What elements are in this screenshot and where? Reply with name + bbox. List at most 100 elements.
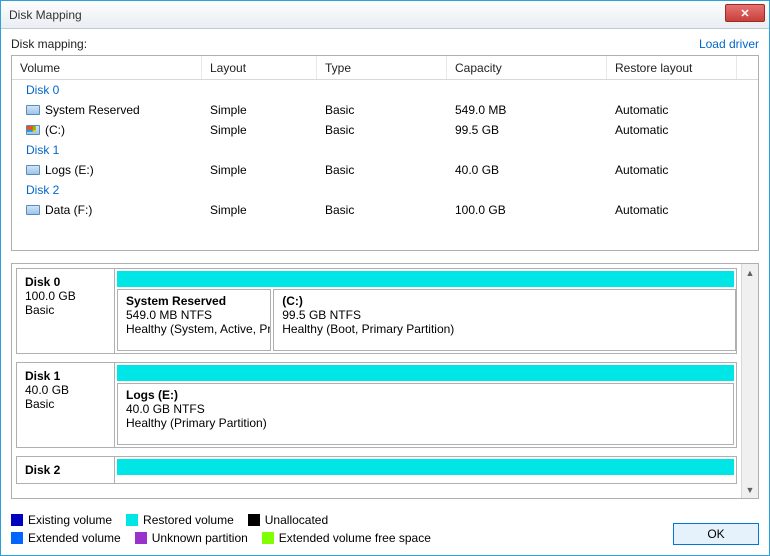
disk-group[interactable]: Disk 1 [12, 140, 758, 160]
layout-cell: Simple [202, 163, 317, 177]
disk-map-panel: Disk 0100.0 GBBasicSystem Reserved549.0 … [11, 263, 759, 499]
column-header[interactable]: Type [317, 56, 447, 79]
footer: Existing volume Restored volume Unallocate… [11, 505, 759, 545]
table-row[interactable]: Logs (E:) SimpleBasic40.0 GBAutomatic [12, 160, 758, 180]
partition-status: Healthy (System, Active, Primary Partiti… [126, 322, 262, 336]
type-cell: Basic [317, 103, 447, 117]
column-header[interactable]: Restore layout [607, 56, 737, 79]
legend-item: Extended volume free space [262, 531, 431, 545]
disk-name: Disk 0 [25, 275, 106, 289]
disk-info[interactable]: Disk 140.0 GBBasic [17, 363, 115, 447]
capacity-cell: 549.0 MB [447, 103, 607, 117]
capacity-cell: 40.0 GB [447, 163, 607, 177]
load-driver-link[interactable]: Load driver [699, 37, 759, 51]
volume-icon [26, 125, 40, 135]
legend-item: Restored volume [126, 513, 234, 527]
type-cell: Basic [317, 163, 447, 177]
legend-swatch [248, 514, 260, 526]
legend-label: Existing volume [28, 513, 112, 527]
disk-group[interactable]: Disk 0 [12, 80, 758, 100]
volume-table: VolumeLayoutTypeCapacityRestore layout D… [11, 55, 759, 251]
disk-group[interactable]: Disk 2 [12, 180, 758, 200]
table-row[interactable]: Data (F:) SimpleBasic100.0 GBAutomatic [12, 200, 758, 220]
header-row: Disk mapping: Load driver [11, 37, 759, 51]
legend: Existing volume Restored volume Unallocate… [11, 513, 441, 545]
volume-name: System Reserved [45, 103, 140, 117]
legend-swatch [135, 532, 147, 544]
legend-item: Extended volume [11, 531, 121, 545]
legend-label: Extended volume free space [279, 531, 431, 545]
disk-map: Disk 0100.0 GBBasicSystem Reserved549.0 … [12, 264, 741, 498]
layout-cell: Simple [202, 103, 317, 117]
volume-icon [26, 165, 40, 175]
column-header[interactable]: Volume [12, 56, 202, 79]
column-header[interactable]: Layout [202, 56, 317, 79]
partition-status: Healthy (Primary Partition) [126, 416, 725, 430]
partition-name: Logs (E:) [126, 388, 725, 402]
type-cell: Basic [317, 123, 447, 137]
volume-name: Logs (E:) [45, 163, 94, 177]
window-title: Disk Mapping [9, 8, 82, 22]
restore-cell: Automatic [607, 103, 737, 117]
disk-type: Basic [25, 397, 106, 411]
disk-stripe [117, 365, 734, 381]
type-cell: Basic [317, 203, 447, 217]
legend-item: Unallocated [248, 513, 328, 527]
table-row[interactable]: (C:) SimpleBasic99.5 GBAutomatic [12, 120, 758, 140]
disk-info[interactable]: Disk 2 [17, 457, 115, 483]
layout-cell: Simple [202, 203, 317, 217]
legend-swatch [11, 514, 23, 526]
volume-icon [26, 105, 40, 115]
partition[interactable]: System Reserved549.0 MB NTFSHealthy (Sys… [117, 289, 271, 351]
ok-button[interactable]: OK [673, 523, 759, 545]
table-body: Disk 0System ReservedSimpleBasic549.0 MB… [12, 80, 758, 220]
legend-swatch [11, 532, 23, 544]
disk-size: 40.0 GB [25, 383, 106, 397]
disk-type: Basic [25, 303, 106, 317]
partition-size: 99.5 GB NTFS [282, 308, 727, 322]
close-button[interactable]: ✕ [725, 4, 765, 22]
volume-name: Data (F:) [45, 203, 92, 217]
chevron-down-icon: ▼ [746, 485, 755, 495]
legend-item: Unknown partition [135, 531, 248, 545]
partition-name: (C:) [282, 294, 727, 308]
capacity-cell: 99.5 GB [447, 123, 607, 137]
scroll-down-button[interactable]: ▼ [742, 481, 758, 498]
column-header[interactable]: Capacity [447, 56, 607, 79]
table-header: VolumeLayoutTypeCapacityRestore layout [12, 56, 758, 80]
partition[interactable]: (C:)99.5 GB NTFSHealthy (Boot, Primary P… [273, 289, 736, 351]
restore-cell: Automatic [607, 163, 737, 177]
disk-info[interactable]: Disk 0100.0 GBBasic [17, 269, 115, 353]
table-row[interactable]: System Reserved SimpleBasic549.0 MBAutoma… [12, 100, 758, 120]
volume-icon [26, 205, 40, 215]
disk-stripe [117, 459, 734, 475]
legend-label: Unallocated [265, 513, 328, 527]
disk-block: Disk 140.0 GBBasicLogs (E:)40.0 GB NTFSH… [16, 362, 737, 448]
client-area: Disk mapping: Load driver VolumeLayoutTy… [1, 29, 769, 555]
restore-cell: Automatic [607, 123, 737, 137]
legend-item: Existing volume [11, 513, 112, 527]
partition-size: 549.0 MB NTFS [126, 308, 262, 322]
legend-label: Extended volume [28, 531, 121, 545]
close-icon: ✕ [740, 7, 749, 20]
disk-size: 100.0 GB [25, 289, 106, 303]
disk-mapping-label: Disk mapping: [11, 37, 87, 51]
legend-label: Unknown partition [152, 531, 248, 545]
disk-stripe [117, 271, 734, 287]
legend-swatch [262, 532, 274, 544]
legend-label: Restored volume [143, 513, 234, 527]
scrollbar[interactable]: ▲ ▼ [741, 264, 758, 498]
layout-cell: Simple [202, 123, 317, 137]
titlebar: Disk Mapping ✕ [1, 1, 769, 29]
partition[interactable]: Logs (E:)40.0 GB NTFSHealthy (Primary Pa… [117, 383, 734, 445]
partition-status: Healthy (Boot, Primary Partition) [282, 322, 727, 336]
disk-name: Disk 1 [25, 369, 106, 383]
partition-name: System Reserved [126, 294, 262, 308]
disk-block: Disk 0100.0 GBBasicSystem Reserved549.0 … [16, 268, 737, 354]
volume-name: (C:) [45, 123, 65, 137]
restore-cell: Automatic [607, 203, 737, 217]
scroll-up-button[interactable]: ▲ [742, 264, 758, 281]
chevron-up-icon: ▲ [746, 268, 755, 278]
disk-block: Disk 2 [16, 456, 737, 484]
capacity-cell: 100.0 GB [447, 203, 607, 217]
